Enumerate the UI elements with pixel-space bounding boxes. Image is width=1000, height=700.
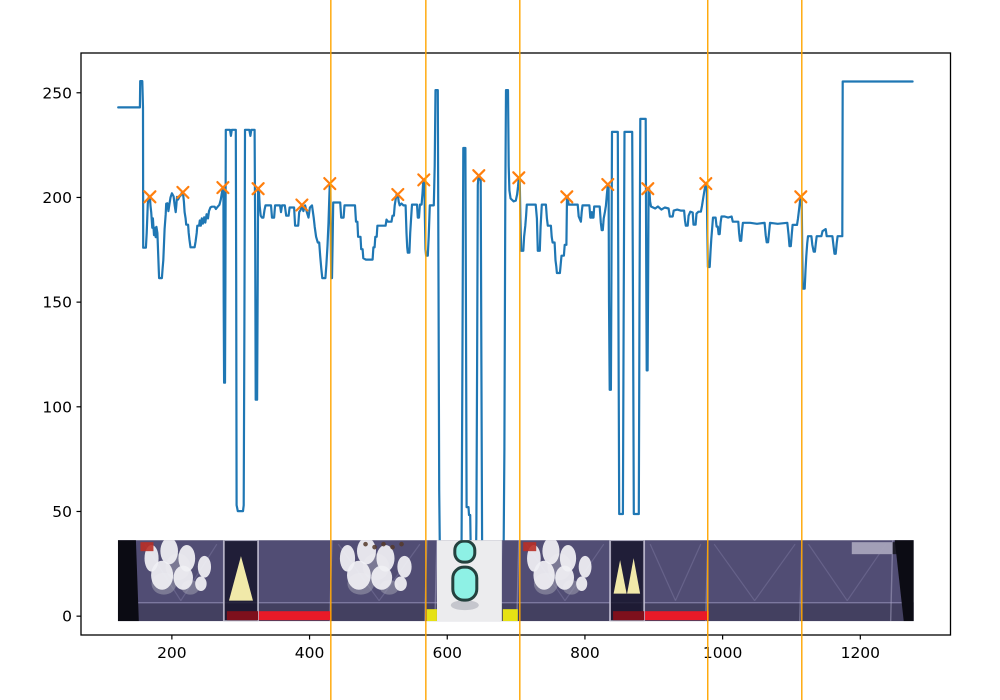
axes-spines (80, 52, 952, 636)
progress-red-bar (643, 611, 709, 621)
hud-box (851, 542, 893, 555)
capsule-shadow (450, 600, 479, 611)
track-diagonal (807, 543, 848, 602)
panel-backdrop (610, 540, 645, 622)
y-tick-label: 0 (62, 608, 72, 626)
y-tick-label: 200 (42, 189, 72, 207)
cloud-red-patch (140, 542, 154, 552)
cloud-blob (178, 545, 196, 572)
y-tick-label: 50 (52, 503, 72, 521)
peak-markers (143, 169, 808, 212)
cloud-blob (576, 576, 588, 591)
lane-divider (516, 540, 520, 622)
yellow-marker (502, 609, 518, 622)
peak-x-marker (472, 169, 486, 183)
lane-divider (434, 540, 438, 622)
cloud-blob (173, 565, 193, 590)
peak-x-marker (560, 190, 574, 204)
cloud-blob (578, 555, 592, 578)
warning-triangle-icon (627, 558, 641, 594)
light-section (436, 540, 502, 622)
cloud-blob (394, 576, 407, 591)
screenshot-strip (117, 540, 914, 622)
cloud-speck (363, 541, 368, 547)
peak-x-marker (143, 190, 157, 204)
peak-x-marker (641, 182, 655, 196)
cloud-red-patch (523, 542, 537, 552)
panel-red-bar (613, 611, 645, 621)
capsule-bottom-icon (451, 565, 479, 602)
progress-red-bar (255, 611, 331, 621)
track-diagonal (713, 543, 756, 602)
obstacle-panel (609, 540, 646, 622)
cloud-blob (356, 540, 376, 565)
yellow-marker (426, 609, 437, 622)
cloud-blob (397, 555, 412, 578)
panel-border (222, 540, 259, 622)
x-tick-label: 800 (570, 644, 600, 662)
cloud-blob (555, 565, 575, 590)
cloud-blob (542, 540, 560, 565)
axes: 200 400 600 800 1000 1200 0 50 100 150 200 250 (42, 52, 952, 662)
cloud-speck (399, 541, 404, 547)
beat-lines (330, 0, 803, 700)
warning-triangle-icon (228, 556, 253, 601)
cloud-blob (533, 560, 555, 590)
cloud-blob (347, 560, 371, 590)
x-tick-label: 200 (157, 644, 187, 662)
cloud-blob (197, 555, 212, 578)
cloud-speck (390, 544, 395, 550)
x-tick-label: 400 (295, 644, 325, 662)
peak-x-marker (176, 185, 190, 199)
peak-x-marker (323, 177, 337, 191)
peak-x-marker (699, 177, 713, 191)
track-diagonal (649, 543, 677, 601)
black-band (117, 540, 139, 622)
cloud-blob (371, 565, 393, 590)
y-tick-label: 250 (42, 84, 72, 102)
cloud-blob (376, 545, 395, 572)
y-tick-label: 100 (42, 398, 72, 416)
panel-red-bar (226, 611, 259, 621)
cloud-blob (160, 540, 178, 565)
peak-x-marker (216, 181, 230, 195)
peak-x-marker (251, 182, 265, 196)
cloud-speck (372, 544, 377, 550)
peak-x-marker (391, 187, 405, 202)
cloud-swirl (523, 540, 592, 595)
track-diagonal (674, 543, 702, 601)
peak-x-marker (512, 171, 526, 185)
track-diagonal (754, 543, 796, 602)
peak-x-marker (601, 177, 615, 192)
capsule-top-icon (453, 540, 477, 564)
cloud-swirl (140, 540, 212, 595)
obstacle-panel (222, 540, 259, 622)
peak-x-marker (417, 173, 431, 187)
cloud-blob (151, 560, 174, 590)
y-tick-label: 150 (42, 294, 72, 312)
peak-x-marker (295, 198, 309, 212)
cloud-swirl (339, 540, 412, 595)
warning-triangle-icon (613, 560, 627, 594)
panel-border (609, 540, 646, 622)
edge-wedge (894, 540, 914, 622)
x-tick-label: 1000 (703, 644, 742, 662)
cloud-blob (195, 576, 207, 591)
cloud-speck (381, 541, 386, 547)
x-tick-label: 1200 (841, 644, 880, 662)
x-tick-label: 600 (432, 644, 462, 662)
cloud-blob (559, 545, 577, 572)
peak-x-marker (794, 190, 808, 204)
